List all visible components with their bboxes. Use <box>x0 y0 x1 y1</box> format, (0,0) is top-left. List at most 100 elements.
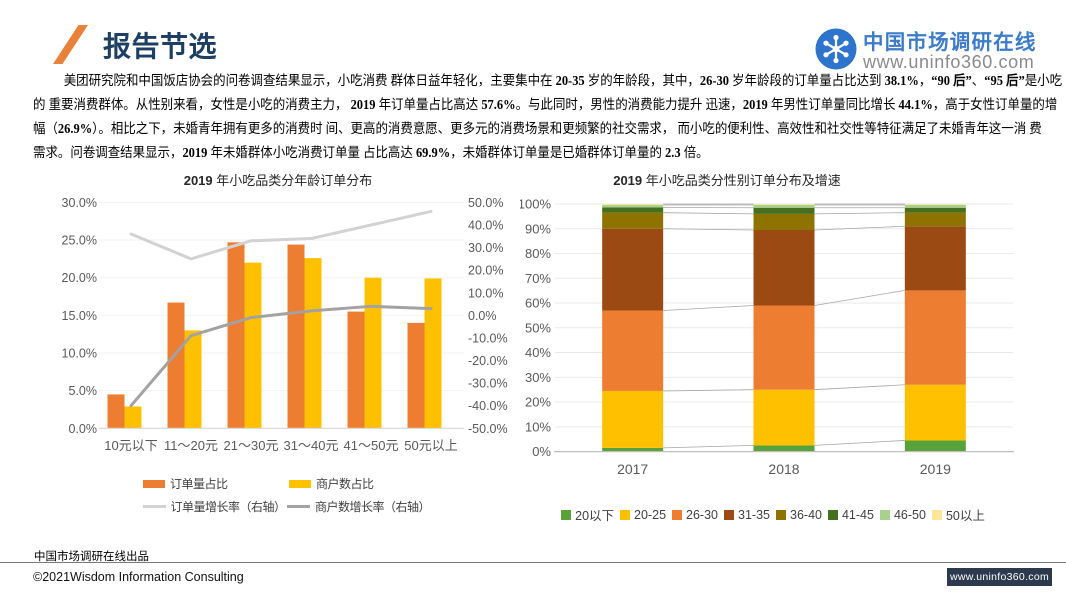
right-axis-label: 20.0% <box>468 264 503 278</box>
series-line <box>663 445 754 449</box>
x-axis-label: 41～50元 <box>344 438 399 453</box>
x-axis-label: 10元以下 <box>104 438 157 453</box>
right-axis-label: 40.0% <box>468 218 503 232</box>
intro-paragraph: 美团研究院和中国饭店协会的问卷调查结果显示，小吃消费 群体日益年轻化，主要集中在… <box>33 69 1063 165</box>
y-axis-label: 0% <box>532 444 551 459</box>
legend-label: 31-35 <box>738 507 770 522</box>
stack-segment-20以下 <box>904 440 966 452</box>
legend-item: 41-45 <box>827 508 874 522</box>
bar-订单量占比 <box>227 242 245 429</box>
legend-item: 商户数占比 <box>288 475 374 492</box>
legend-label: 订单量增长率（右轴） <box>170 500 287 514</box>
legend-swatch <box>561 509 572 520</box>
x-axis-label: 21～30元 <box>224 438 279 453</box>
legend-swatch <box>287 505 310 508</box>
legend-label: 26-30 <box>686 507 719 522</box>
bar-商户数占比 <box>124 406 142 429</box>
x-axis-label: 2017 <box>617 461 648 477</box>
left-axis-label: 30.0% <box>62 196 97 210</box>
x-axis-label: 50元以上 <box>404 438 457 453</box>
brand-logo-icon <box>815 28 857 70</box>
x-axis-label: 2018 <box>768 461 799 477</box>
stack-segment-41-45 <box>904 207 966 213</box>
legend-label: 50以上 <box>945 509 985 523</box>
legend-swatch <box>776 509 786 520</box>
legend-label: 订单量占比 <box>170 477 228 491</box>
stack-segment-26-30 <box>753 305 815 390</box>
left-axis-label: 20.0% <box>62 271 97 285</box>
stack-segment-20-25 <box>602 390 664 448</box>
legend-item: 订单量占比 <box>142 475 228 492</box>
bar-订单量占比 <box>407 322 425 429</box>
legend-swatch <box>288 479 311 488</box>
line-商户数增长率（右轴） <box>129 304 433 408</box>
series-line <box>814 212 905 215</box>
stack-segment-20以下 <box>602 447 664 452</box>
legend-item: 36-40 <box>776 508 822 522</box>
right-axis-label: 30.0% <box>468 241 503 255</box>
legend-item: 订单量增长率（右轴） <box>142 498 287 515</box>
left-axis-label: 5.0% <box>69 384 98 398</box>
brand-name: 中国市场调研在线 <box>863 31 1037 54</box>
legend-swatch <box>827 509 838 520</box>
footer-divider <box>0 562 1066 563</box>
right-chart-title: 2019 年小吃品类分性别订单分布及增速 <box>613 173 841 188</box>
legend-label: 商户数占比 <box>316 477 374 491</box>
bar-商户数占比 <box>424 278 442 429</box>
stack-segment-20-25 <box>753 389 815 446</box>
stack-segment-50以上 <box>753 204 815 205</box>
series-line <box>814 225 905 231</box>
bar-订单量占比 <box>107 394 125 429</box>
y-axis-label: 80% <box>525 246 551 261</box>
y-axis-label: 90% <box>525 221 551 236</box>
legend-swatch <box>931 509 942 520</box>
right-axis-label: -50.0% <box>468 422 508 436</box>
footer-copyright: ©2021Wisdom Information Consulting <box>33 570 244 584</box>
legend-item: 26-30 <box>672 508 718 522</box>
legend-label: 20-25 <box>634 507 667 522</box>
x-axis-label: 31～40元 <box>284 438 339 453</box>
paragraph-line: 美团研究院和中国饭店协会的问卷调查结果显示，小吃消费 群体日益年轻化，主要集中在… <box>63 73 1063 88</box>
y-axis-label: 100% <box>520 197 551 212</box>
legend-swatch <box>879 509 890 520</box>
left-axis-label: 10.0% <box>62 347 97 361</box>
series-line <box>814 440 905 446</box>
stack-segment-50以上 <box>904 204 966 205</box>
line-订单量增长率（右轴） <box>129 209 433 261</box>
stack-segment-20-25 <box>904 384 966 441</box>
bar-商户数占比 <box>184 330 202 429</box>
series-line <box>663 228 754 231</box>
legend-label: 商户数增长率（右轴） <box>315 500 431 514</box>
brand-url[interactable]: www.uninfo360.com <box>863 52 1035 72</box>
paragraph-line: 的 重要消费群体。从性别来看，女性是小吃的消费主力， 2019 年订单量占比高达… <box>33 96 1058 112</box>
paragraph-line: 需求。问卷调查结果显示，2019 年未婚群体小吃消费订单量 占比高达 69.9%… <box>33 144 709 160</box>
stack-segment-36-40 <box>904 212 966 227</box>
stack-segment-46-50 <box>904 204 966 208</box>
legend-item: 20-25 <box>620 508 666 522</box>
right-axis-label: 50.0% <box>468 196 503 210</box>
stack-segment-36-40 <box>602 212 664 229</box>
stack-segment-36-40 <box>753 213 815 230</box>
legend-item: 31-35 <box>724 508 770 522</box>
stack-segment-41-45 <box>753 207 815 214</box>
stack-segment-26-30 <box>904 290 966 385</box>
series-line <box>663 212 754 215</box>
y-axis-label: 40% <box>525 345 551 360</box>
left-axis-label: 25.0% <box>62 234 97 248</box>
legend-label: 20以下 <box>575 509 615 523</box>
right-axis-label: -10.0% <box>468 331 508 345</box>
footer-url-badge[interactable]: www.uninfo360.com <box>947 568 1052 586</box>
slash-icon <box>53 25 88 64</box>
bar-订单量占比 <box>287 244 305 429</box>
stack-segment-26-30 <box>602 310 664 391</box>
x-axis-label: 11～20元 <box>164 438 218 453</box>
series-line <box>663 305 754 311</box>
right-axis-label: 10.0% <box>468 286 503 300</box>
page-title: 报告节选 <box>103 31 218 62</box>
stack-segment-31-35 <box>904 226 966 291</box>
left-axis-label: 0.0% <box>69 422 98 436</box>
y-axis-label: 70% <box>525 271 551 286</box>
legend-item: 50以上 <box>931 505 985 524</box>
legend-label: 36-40 <box>790 507 822 522</box>
legend-label: 46-50 <box>893 507 926 522</box>
